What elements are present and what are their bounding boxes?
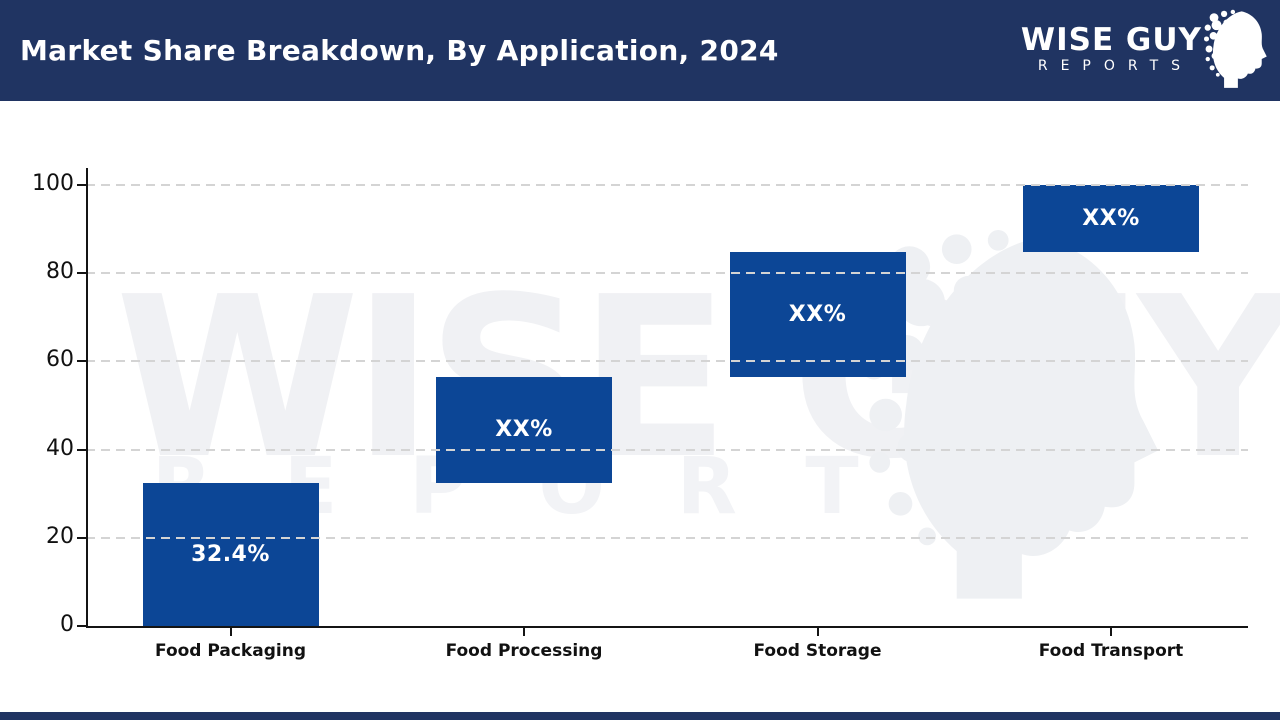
y-tick-label: 80 — [46, 259, 74, 285]
bar-value-label: XX% — [495, 417, 553, 443]
logo-reports-text: REPORTS — [1037, 58, 1194, 75]
footer-bar — [0, 712, 1280, 720]
wiseguy-logo: WISE GUY REPORTS — [1021, 7, 1268, 91]
chart-title: Market Share Breakdown, By Application, … — [20, 34, 779, 67]
y-tick-label: 20 — [46, 523, 74, 549]
x-tick-mark — [816, 628, 819, 636]
watermark-head-icon — [862, 229, 1159, 599]
bar-food-processing: XX% — [436, 376, 612, 484]
bar-value-label: XX% — [1082, 206, 1140, 232]
gridline-100 — [86, 184, 1248, 186]
gridline-20 — [86, 536, 1248, 539]
gridline-60 — [86, 360, 1248, 363]
logo-text: WISE GUY REPORTS — [1021, 24, 1202, 75]
y-axis — [86, 168, 88, 628]
y-tick-mark — [77, 625, 86, 627]
gridline-80 — [86, 272, 1248, 275]
bar-food-packaging: 32.4% — [142, 483, 319, 626]
y-tick-label: 0 — [60, 612, 74, 637]
bar-value-label: XX% — [788, 301, 847, 327]
y-tick-label: 60 — [46, 347, 74, 373]
y-tick-label: 40 — [46, 435, 74, 461]
x-axis-label: Food Transport — [1038, 641, 1184, 661]
wiseguy-head-icon — [1204, 9, 1267, 88]
x-tick-mark — [523, 628, 525, 636]
x-axis-label: Food Packaging — [155, 641, 306, 661]
y-tick-mark — [77, 536, 86, 539]
bar-food-storage: XX% — [729, 252, 906, 377]
y-tick-mark — [77, 272, 86, 275]
header-bar: Market Share Breakdown, By Application, … — [0, 0, 1280, 101]
logo-wise-guy-text: WISE GUY — [1020, 21, 1202, 58]
bar-food-transport: XX% — [1023, 185, 1199, 253]
y-tick-mark — [77, 448, 86, 451]
y-tick-label: 100 — [32, 171, 74, 196]
x-axis-label: Food Processing — [445, 641, 603, 661]
x-tick-mark — [229, 628, 232, 636]
y-tick-mark — [77, 360, 86, 363]
x-tick-mark — [1110, 628, 1112, 636]
x-axis — [86, 626, 1248, 628]
bar-value-label: 32.4% — [191, 542, 270, 568]
gridline-40 — [86, 448, 1248, 451]
x-axis-label: Food Storage — [753, 641, 882, 661]
y-tick-mark — [77, 184, 86, 186]
